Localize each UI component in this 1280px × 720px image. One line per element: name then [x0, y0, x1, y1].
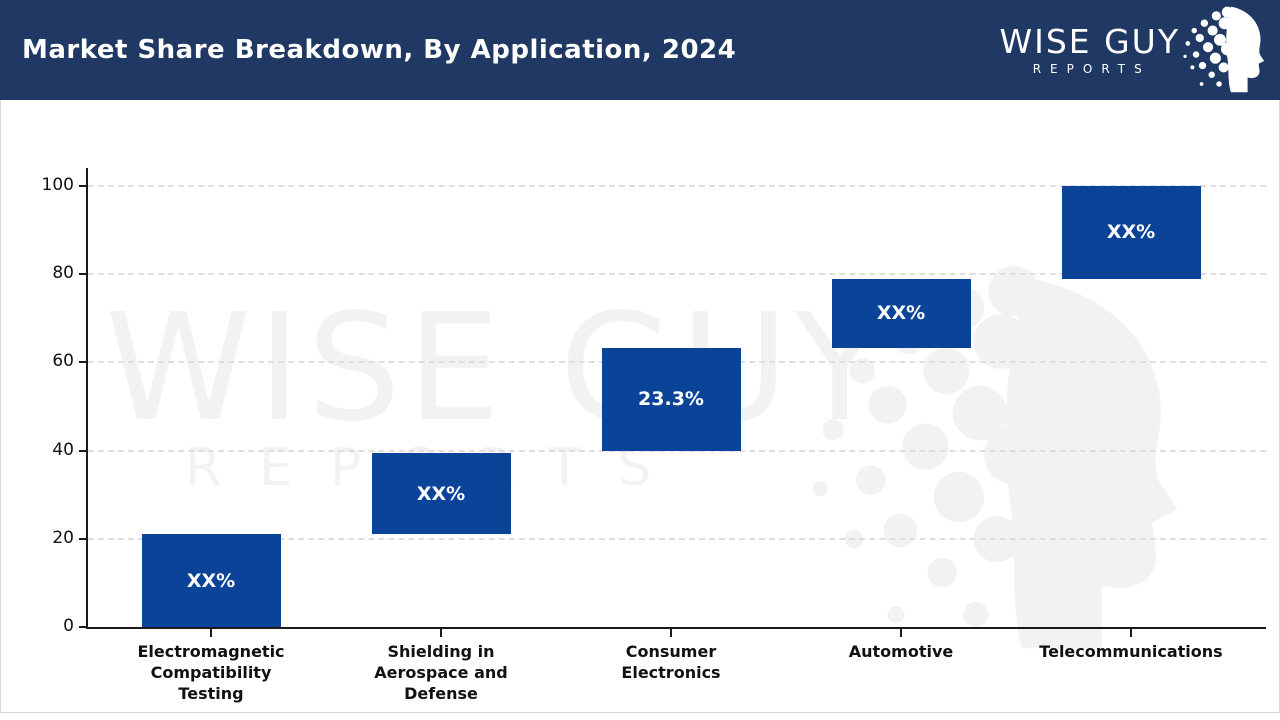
watermark-sub-text: REPORTS: [185, 438, 865, 498]
x-tick: [210, 629, 212, 637]
gridline: [88, 185, 1266, 187]
y-tick: [79, 361, 88, 364]
category-label: Automotive: [781, 641, 1021, 662]
gridline: [88, 273, 1266, 276]
category-label-line: Aerospace and: [374, 663, 508, 682]
category-label-line: Testing: [178, 684, 244, 703]
category-label-line: Compatibility: [150, 663, 272, 682]
x-tick: [900, 629, 902, 637]
chart-area: WISE GUY REPORTS 0 20 40 60 80 100 XX% Electrom…: [0, 100, 1280, 714]
wise-guy-logo: WISE GUY REPORTS: [999, 5, 1280, 95]
gridline: [88, 537, 1266, 540]
y-tick-label: 40: [52, 439, 74, 460]
category-label-line: Telecommunications: [1039, 642, 1223, 661]
page-title: Market Share Breakdown, By Application, …: [22, 35, 737, 65]
bar-value-label: XX%: [416, 482, 466, 505]
bar: XX%: [371, 452, 511, 535]
bar-value-label: XX%: [186, 569, 236, 592]
category-label-line: Automotive: [848, 642, 954, 661]
y-tick-label: 60: [52, 351, 74, 372]
bar: XX%: [1061, 186, 1201, 279]
x-axis: [86, 627, 1266, 629]
category-label: Consumer Electronics: [551, 641, 791, 683]
y-tick: [79, 185, 88, 187]
category-label-line: Electromagnetic: [137, 642, 285, 661]
category-label: Shielding in Aerospace and Defense: [321, 641, 561, 704]
bar-value-label: XX%: [1106, 221, 1156, 244]
header: Market Share Breakdown, By Application, …: [0, 0, 1280, 100]
category-label: Telecommunications: [1011, 641, 1251, 662]
category-label-line: Electronics: [621, 663, 721, 682]
logo-text: WISE GUY REPORTS: [999, 25, 1180, 76]
y-tick-label: 20: [52, 527, 74, 548]
bar: XX%: [831, 278, 971, 348]
bar: XX%: [141, 534, 281, 627]
category-label-line: Consumer: [625, 642, 717, 661]
y-tick: [79, 537, 88, 540]
y-tick-label: 100: [41, 175, 74, 195]
y-tick: [79, 626, 88, 628]
x-tick: [1130, 629, 1132, 637]
y-tick-label: 0: [63, 616, 74, 636]
category-label-line: Shielding in: [387, 642, 495, 661]
x-tick: [440, 629, 442, 637]
bar-value-label: 23.3%: [638, 388, 704, 411]
gridline: [88, 449, 1266, 452]
logo-face-icon: [1183, 6, 1265, 93]
bar-value-label: XX%: [876, 302, 926, 325]
x-tick: [670, 629, 672, 637]
y-tick: [79, 449, 88, 452]
y-tick: [79, 273, 88, 276]
y-axis: [86, 168, 88, 629]
y-tick-label: 80: [52, 263, 74, 284]
logo-sub-label: REPORTS: [1032, 61, 1151, 76]
watermark-brand-text: WISE GUY: [105, 282, 891, 454]
bar: 23.3%: [601, 347, 741, 451]
category-label: Electromagnetic Compatibility Testing: [91, 641, 331, 704]
category-label-line: Defense: [404, 684, 478, 703]
logo-brand-label: WISE GUY: [999, 21, 1180, 61]
